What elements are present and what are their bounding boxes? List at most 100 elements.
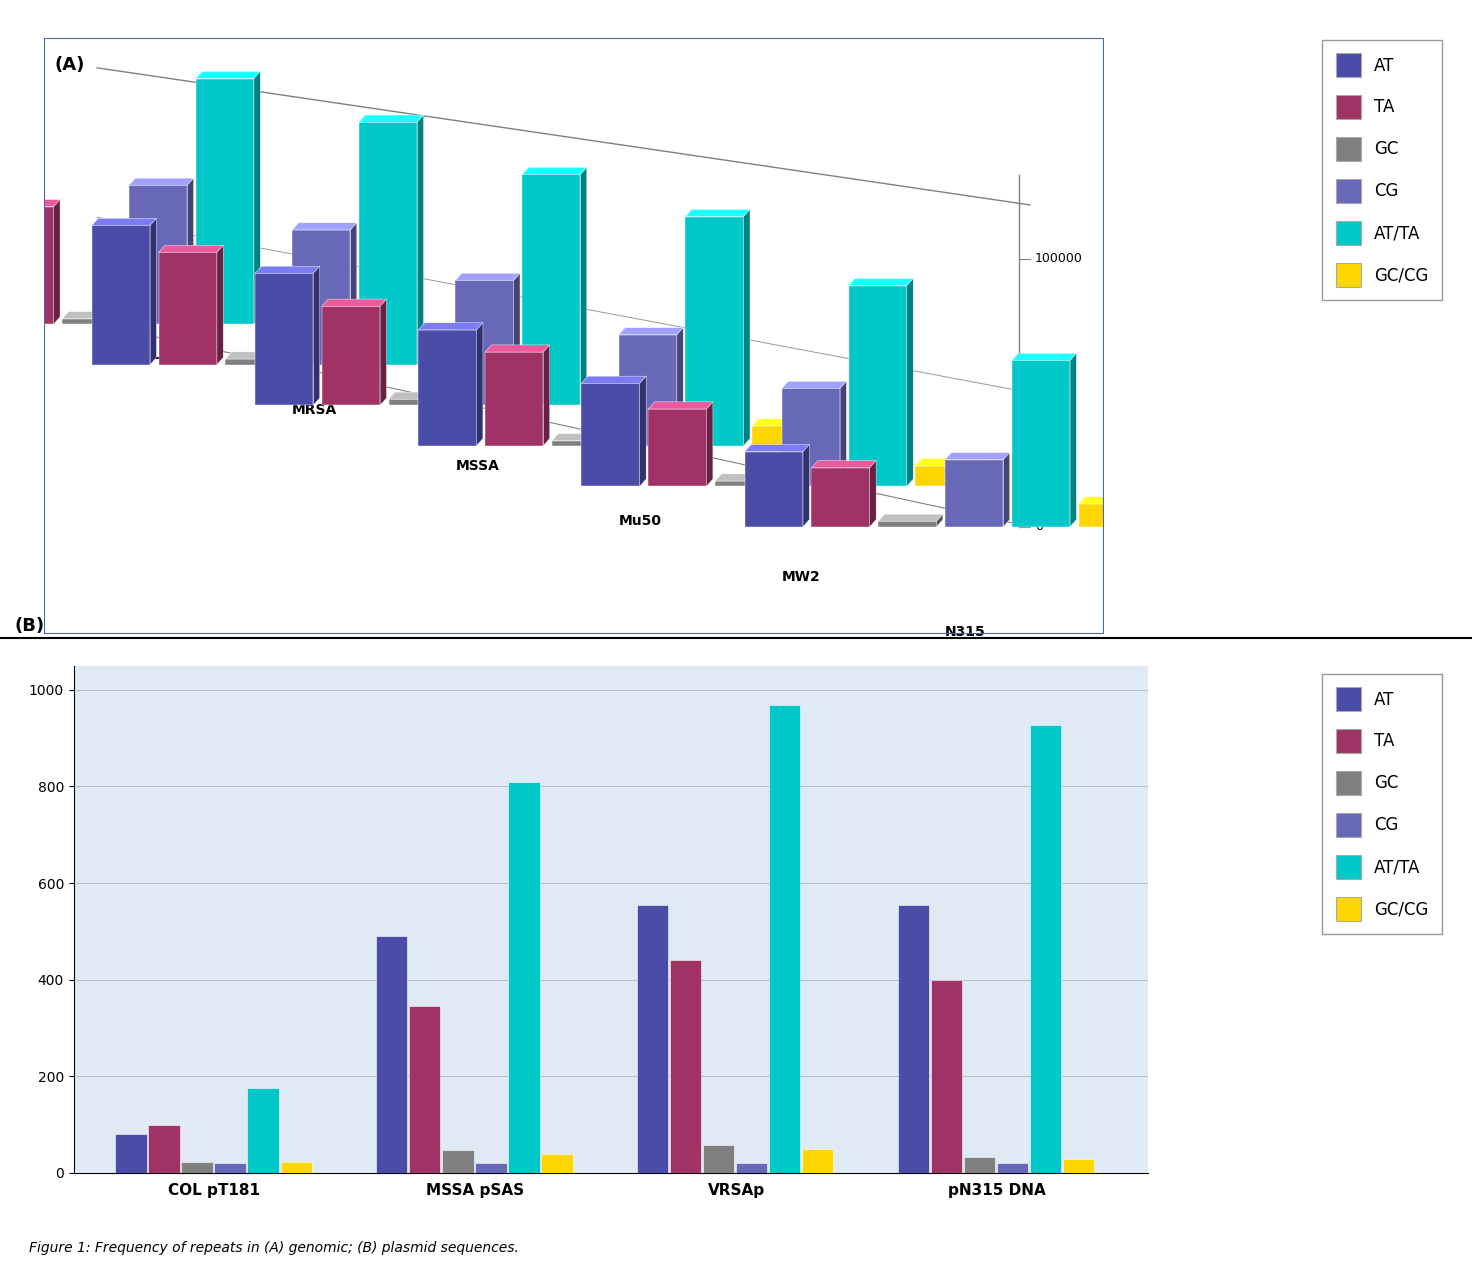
Bar xyxy=(964,1158,995,1173)
Polygon shape xyxy=(62,312,127,318)
Polygon shape xyxy=(91,218,156,226)
Polygon shape xyxy=(284,351,290,365)
Polygon shape xyxy=(187,178,194,325)
Polygon shape xyxy=(715,481,773,486)
Polygon shape xyxy=(0,199,60,207)
Polygon shape xyxy=(196,79,255,325)
Polygon shape xyxy=(811,468,870,526)
Polygon shape xyxy=(841,382,846,486)
Polygon shape xyxy=(291,223,356,230)
Polygon shape xyxy=(159,252,216,365)
Polygon shape xyxy=(648,379,654,406)
Polygon shape xyxy=(811,460,876,468)
Polygon shape xyxy=(314,266,319,406)
Polygon shape xyxy=(389,392,453,399)
Polygon shape xyxy=(782,388,841,486)
Polygon shape xyxy=(945,460,1004,526)
Text: (B): (B) xyxy=(15,618,44,635)
Polygon shape xyxy=(150,218,156,365)
Text: COL: COL xyxy=(130,347,160,361)
Polygon shape xyxy=(477,323,483,445)
Bar xyxy=(768,705,801,1173)
Polygon shape xyxy=(130,185,187,325)
Bar xyxy=(930,980,963,1173)
Polygon shape xyxy=(973,459,980,486)
Bar xyxy=(802,1149,833,1173)
Polygon shape xyxy=(486,353,543,445)
Polygon shape xyxy=(447,392,453,406)
Polygon shape xyxy=(916,465,973,486)
Polygon shape xyxy=(707,402,712,486)
Legend: AT, TA, GC, CG, AT/TA, GC/CG: AT, TA, GC, CG, AT/TA, GC/CG xyxy=(1322,41,1441,299)
Polygon shape xyxy=(648,410,707,486)
Bar xyxy=(637,905,668,1173)
Text: MRSA: MRSA xyxy=(291,403,337,417)
Polygon shape xyxy=(484,340,490,365)
Polygon shape xyxy=(486,345,549,353)
Polygon shape xyxy=(640,377,646,486)
Bar xyxy=(409,1007,440,1173)
Polygon shape xyxy=(811,418,817,445)
Text: 50000: 50000 xyxy=(1035,387,1075,399)
Polygon shape xyxy=(804,445,810,526)
Polygon shape xyxy=(53,199,60,325)
Text: (A): (A) xyxy=(54,56,85,74)
Polygon shape xyxy=(879,515,944,521)
Polygon shape xyxy=(1136,497,1144,526)
Polygon shape xyxy=(455,280,514,406)
Polygon shape xyxy=(380,299,387,406)
Polygon shape xyxy=(418,330,477,445)
Polygon shape xyxy=(523,175,580,406)
Bar xyxy=(442,1150,474,1173)
Polygon shape xyxy=(870,460,876,526)
Polygon shape xyxy=(350,223,356,365)
Bar xyxy=(181,1163,212,1173)
Text: 0: 0 xyxy=(1035,520,1044,534)
Polygon shape xyxy=(0,207,53,325)
Legend: AT, TA, GC, CG, AT/TA, GC/CG: AT, TA, GC, CG, AT/TA, GC/CG xyxy=(1322,675,1441,933)
Polygon shape xyxy=(1004,453,1010,526)
Polygon shape xyxy=(121,312,127,325)
Bar xyxy=(1063,1159,1094,1173)
Polygon shape xyxy=(425,346,484,365)
Polygon shape xyxy=(543,345,549,445)
Polygon shape xyxy=(609,434,617,445)
Bar xyxy=(736,1163,767,1173)
Bar xyxy=(281,1163,312,1173)
Bar xyxy=(149,1125,180,1173)
Text: MW2: MW2 xyxy=(782,569,820,583)
Polygon shape xyxy=(225,359,284,365)
Polygon shape xyxy=(782,382,846,388)
Bar xyxy=(115,1135,147,1173)
Polygon shape xyxy=(743,209,751,445)
Polygon shape xyxy=(552,441,609,445)
Polygon shape xyxy=(916,459,980,465)
Polygon shape xyxy=(773,474,780,486)
Bar xyxy=(670,960,701,1173)
Polygon shape xyxy=(425,340,490,346)
Polygon shape xyxy=(130,178,194,185)
Polygon shape xyxy=(745,451,804,526)
Polygon shape xyxy=(322,299,387,307)
Polygon shape xyxy=(1079,497,1144,503)
Polygon shape xyxy=(1011,354,1076,360)
Polygon shape xyxy=(580,167,587,406)
Polygon shape xyxy=(715,474,780,481)
Polygon shape xyxy=(686,209,751,217)
Polygon shape xyxy=(159,245,224,252)
Polygon shape xyxy=(752,418,817,426)
Polygon shape xyxy=(907,279,913,486)
Bar xyxy=(542,1154,573,1173)
Polygon shape xyxy=(514,273,520,406)
Polygon shape xyxy=(216,245,224,365)
Polygon shape xyxy=(945,453,1010,460)
Text: 100000: 100000 xyxy=(1035,252,1083,265)
Text: N315: N315 xyxy=(945,625,986,639)
Polygon shape xyxy=(848,279,913,285)
Bar xyxy=(997,1163,1027,1173)
Polygon shape xyxy=(752,426,811,445)
Text: Figure 1: Frequency of repeats in (A) genomic; (B) plasmid sequences.: Figure 1: Frequency of repeats in (A) ge… xyxy=(29,1241,520,1255)
Polygon shape xyxy=(455,273,520,280)
Bar xyxy=(215,1163,246,1173)
Polygon shape xyxy=(581,377,646,383)
